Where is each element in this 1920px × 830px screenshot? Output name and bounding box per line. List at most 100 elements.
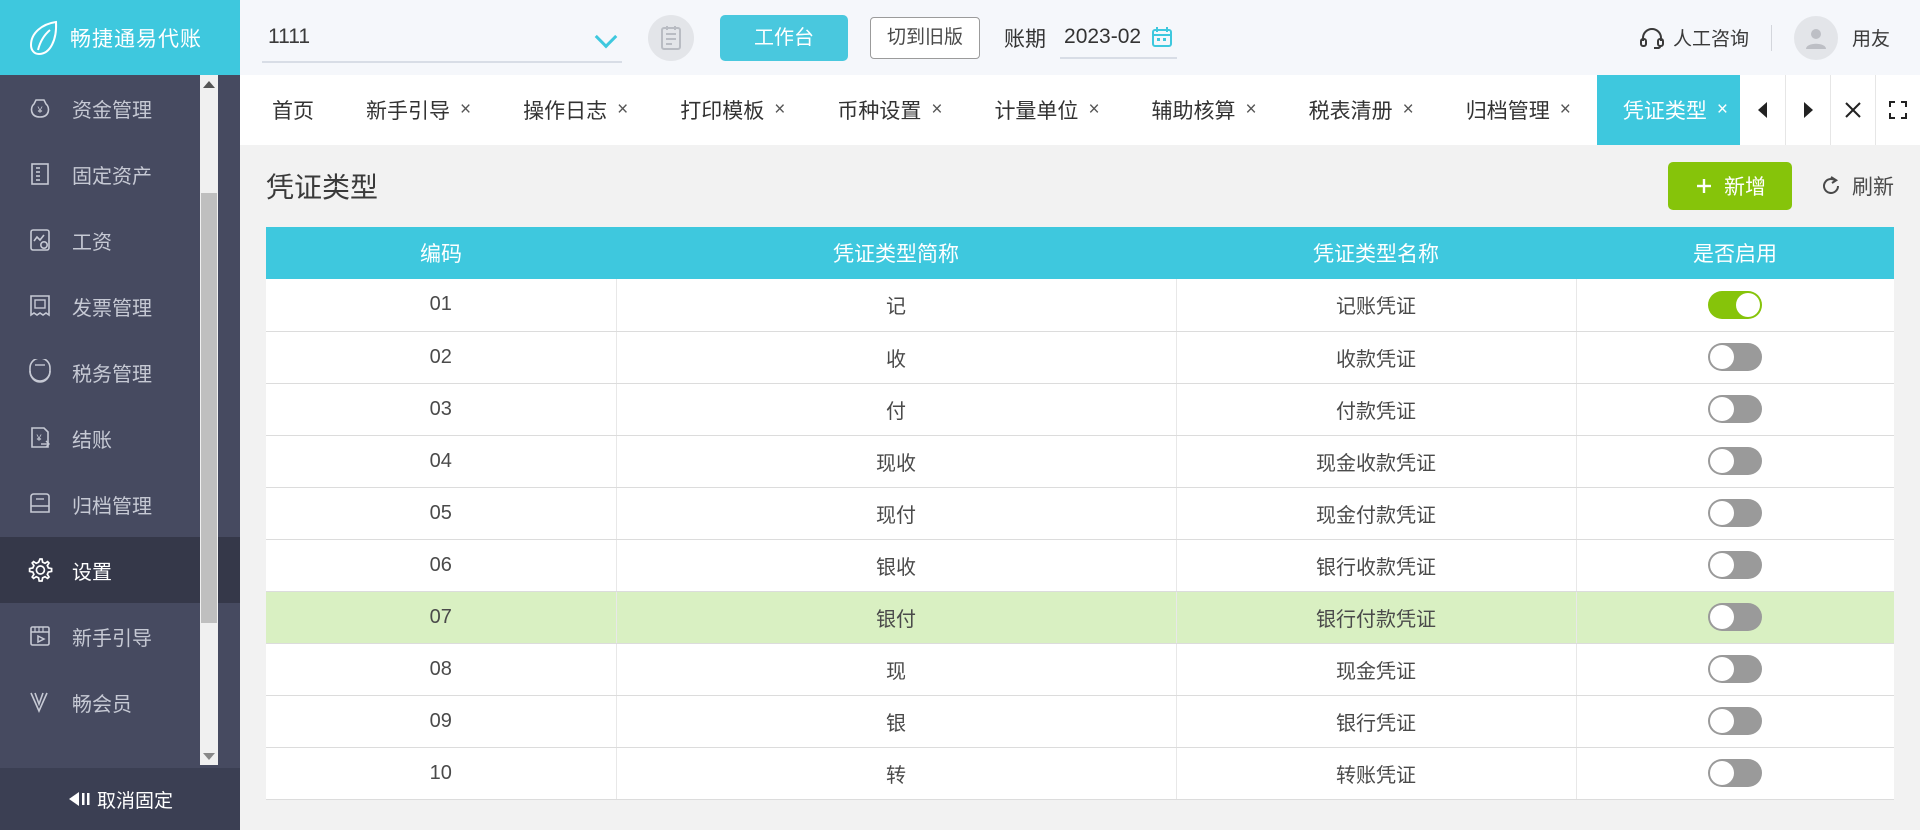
tab-operation-log[interactable]: 操作日志 × <box>497 75 654 145</box>
user-avatar-icon[interactable] <box>1793 15 1838 60</box>
tab-label: 操作日志 <box>523 100 608 123</box>
unpin-sidebar-label: 取消固定 <box>96 790 173 812</box>
table-body: 01 记 记账凭证 02 收 收款凭证 03 付 付款凭证 <box>266 279 1894 800</box>
table-row[interactable]: 10 转 转账凭证 <box>266 747 1894 800</box>
sidebar-item-invoice[interactable]: 发票管理 <box>0 273 240 339</box>
table-row[interactable]: 01 记 记账凭证 <box>266 279 1894 332</box>
tab-currency-settings[interactable]: 币种设置 × <box>811 75 968 145</box>
cell-name: 收款凭证 <box>1176 331 1577 384</box>
table-row[interactable]: 09 银 银行凭证 <box>266 695 1894 748</box>
table-row[interactable]: 02 收 收款凭证 <box>266 331 1894 384</box>
tab-bar: 首页 新手引导 × 操作日志 × 打印模板 × 币种设置 × 计量单位 × <box>240 75 1920 145</box>
tab-archive-management[interactable]: 归档管理 × <box>1440 75 1597 145</box>
close-icon[interactable]: × <box>1245 99 1257 120</box>
refresh-button[interactable]: 刷新 <box>1820 171 1894 201</box>
tab-home[interactable]: 首页 <box>240 75 340 145</box>
page-header: 凭证类型 新增 <box>266 145 1894 227</box>
close-icon[interactable]: × <box>1402 99 1414 120</box>
enable-toggle[interactable] <box>1708 759 1763 787</box>
close-icon[interactable]: × <box>774 99 786 120</box>
cell-enabled <box>1576 539 1894 592</box>
close-icon[interactable]: × <box>1716 99 1728 120</box>
close-icon[interactable]: × <box>460 99 472 120</box>
enable-toggle[interactable] <box>1708 343 1763 371</box>
cell-name: 记账凭证 <box>1176 279 1577 332</box>
sidebar-item-tax[interactable]: 税务管理 <box>0 339 240 405</box>
enable-toggle[interactable] <box>1708 551 1763 579</box>
payroll-icon <box>26 226 54 254</box>
sidebar-item-label: 结账 <box>72 429 112 452</box>
cell-code: 10 <box>266 747 617 800</box>
tab-voucher-type[interactable]: 凭证类型 × <box>1596 75 1740 145</box>
sidebar-item-guide[interactable]: 新手引导 <box>0 603 240 669</box>
sidebar-item-fixed-assets[interactable]: 固定资产 <box>0 141 240 207</box>
calendar-icon[interactable] <box>1151 26 1173 48</box>
ledger-icon[interactable] <box>648 14 694 61</box>
tab-measurement-unit[interactable]: 计量单位 × <box>968 75 1125 145</box>
fullscreen-icon[interactable] <box>1875 75 1920 145</box>
page-actions: 新增 刷新 <box>1668 162 1894 210</box>
switch-old-version-button[interactable]: 切到旧版 <box>870 16 981 59</box>
cell-short: 现收 <box>616 435 1177 488</box>
sidebar-item-settle[interactable]: ¥ 结账 <box>0 405 240 471</box>
enable-toggle[interactable] <box>1708 655 1763 683</box>
column-header-enabled[interactable]: 是否启用 <box>1576 227 1894 279</box>
close-icon[interactable]: × <box>1559 99 1571 120</box>
user-name[interactable]: 用友 <box>1851 29 1890 50</box>
close-icon[interactable]: × <box>931 99 943 120</box>
cell-code: 08 <box>266 643 617 696</box>
cell-short: 转 <box>616 747 1177 800</box>
account-selector[interactable]: 1111 <box>262 13 622 63</box>
tab-close-all-icon[interactable] <box>1830 75 1875 145</box>
tab-tax-form-list[interactable]: 税表清册 × <box>1283 75 1440 145</box>
close-icon[interactable]: × <box>617 99 629 120</box>
cell-code: 02 <box>266 331 617 384</box>
cell-short: 现 <box>616 643 1177 696</box>
tab-auxiliary-accounting[interactable]: 辅助核算 × <box>1126 75 1283 145</box>
table-row[interactable]: 05 现付 现金付款凭证 <box>266 487 1894 540</box>
column-header-name[interactable]: 凭证类型名称 <box>1176 227 1576 279</box>
tab-print-template[interactable]: 打印模板 × <box>654 75 811 145</box>
enable-toggle[interactable] <box>1708 499 1763 527</box>
sidebar-scrollbar[interactable] <box>200 75 218 765</box>
enable-toggle[interactable] <box>1708 447 1763 475</box>
tab-beginner-guide[interactable]: 新手引导 × <box>340 75 497 145</box>
column-header-short[interactable]: 凭证类型简称 <box>616 227 1176 279</box>
table-row[interactable]: 06 银收 银行收款凭证 <box>266 539 1894 592</box>
table-row[interactable]: 07 银付 银行付款凭证 <box>266 591 1894 644</box>
cell-name: 转账凭证 <box>1176 747 1577 800</box>
consult-button[interactable]: 人工咨询 <box>1639 24 1749 51</box>
building-icon <box>26 160 54 188</box>
sidebar-item-archive[interactable]: 归档管理 <box>0 471 240 537</box>
tab-label: 税表清册 <box>1308 100 1393 123</box>
enable-toggle[interactable] <box>1708 290 1763 319</box>
scroll-down-arrow-icon[interactable] <box>200 747 218 765</box>
close-icon[interactable]: × <box>1088 99 1100 120</box>
column-header-code[interactable]: 编码 <box>266 227 616 279</box>
scrollbar-thumb[interactable] <box>201 193 217 623</box>
add-button[interactable]: 新增 <box>1668 162 1792 210</box>
table-row[interactable]: 04 现收 现金收款凭证 <box>266 435 1894 488</box>
period-picker[interactable]: 2023-02 <box>1060 17 1178 59</box>
invoice-icon <box>26 292 54 320</box>
sidebar-item-funds[interactable]: ¥ 资金管理 <box>0 75 240 141</box>
plus-icon <box>1694 176 1714 196</box>
tab-next-icon[interactable] <box>1785 75 1830 145</box>
table-row[interactable]: 03 付 付款凭证 <box>266 383 1894 436</box>
sidebar-item-label: 发票管理 <box>72 297 152 320</box>
sidebar-item-payroll[interactable]: 工资 <box>0 207 240 273</box>
cell-name: 银行凭证 <box>1176 695 1577 748</box>
enable-toggle[interactable] <box>1708 603 1763 631</box>
tab-label: 币种设置 <box>837 100 922 123</box>
sidebar-item-vip[interactable]: 畅会员 <box>0 669 240 735</box>
enable-toggle[interactable] <box>1708 707 1763 735</box>
unpin-sidebar-button[interactable]: 取消固定 <box>0 768 240 830</box>
scroll-up-arrow-icon[interactable] <box>200 75 218 93</box>
cell-short: 银付 <box>616 591 1177 644</box>
enable-toggle[interactable] <box>1708 395 1763 423</box>
tax-icon <box>26 358 54 386</box>
workbench-button[interactable]: 工作台 <box>720 14 848 61</box>
table-row[interactable]: 08 现 现金凭证 <box>266 643 1894 696</box>
tab-list: 首页 新手引导 × 操作日志 × 打印模板 × 币种设置 × 计量单位 × <box>240 75 1740 145</box>
tab-prev-icon[interactable] <box>1740 75 1785 145</box>
